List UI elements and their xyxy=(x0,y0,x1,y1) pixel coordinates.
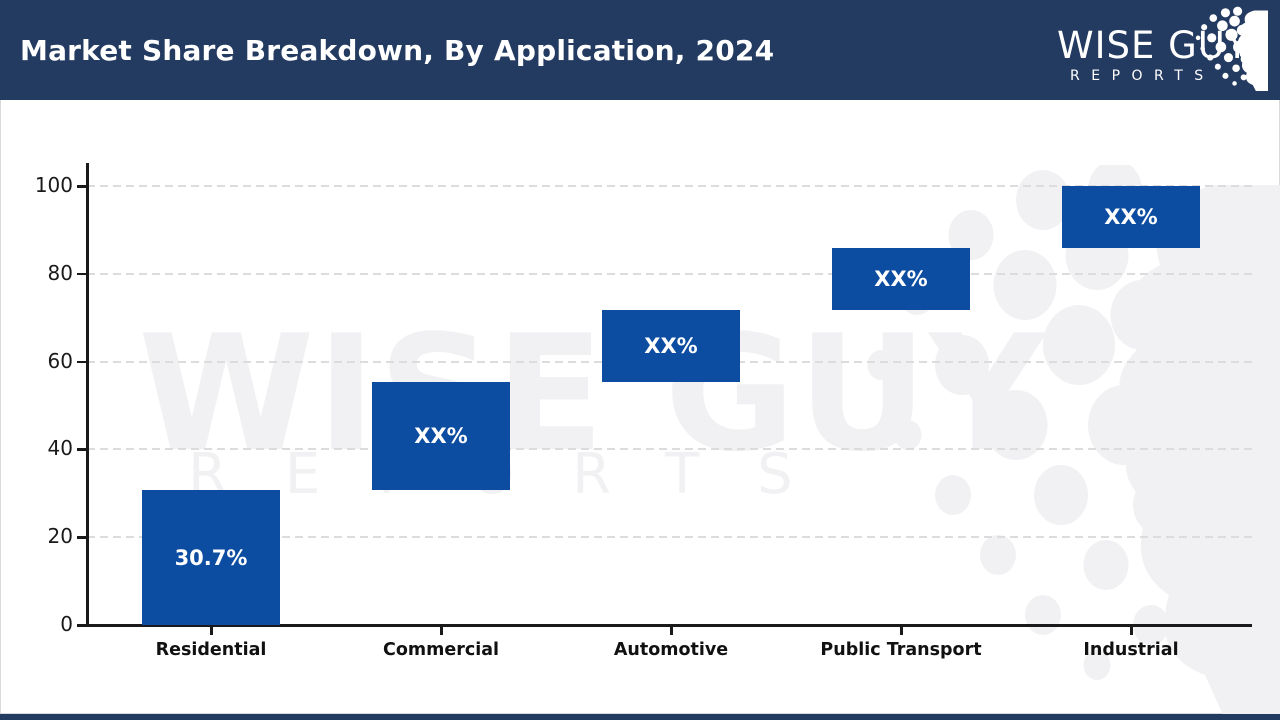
header-bar: Market Share Breakdown, By Application, … xyxy=(0,0,1280,100)
watermark-reports-text: REPORTS xyxy=(188,442,851,507)
watermark-face-icon xyxy=(867,165,1280,715)
chart-title: Market Share Breakdown, By Application, … xyxy=(20,34,775,67)
wiseguy-logo: WISE GUY REPORTS xyxy=(1022,0,1272,100)
logo-text-reports: REPORTS xyxy=(1070,68,1215,84)
watermark-wiseguy-text: WISE GUY xyxy=(138,300,1048,487)
footer-bar xyxy=(0,714,1280,720)
wiseguy-face-icon xyxy=(1195,6,1268,92)
